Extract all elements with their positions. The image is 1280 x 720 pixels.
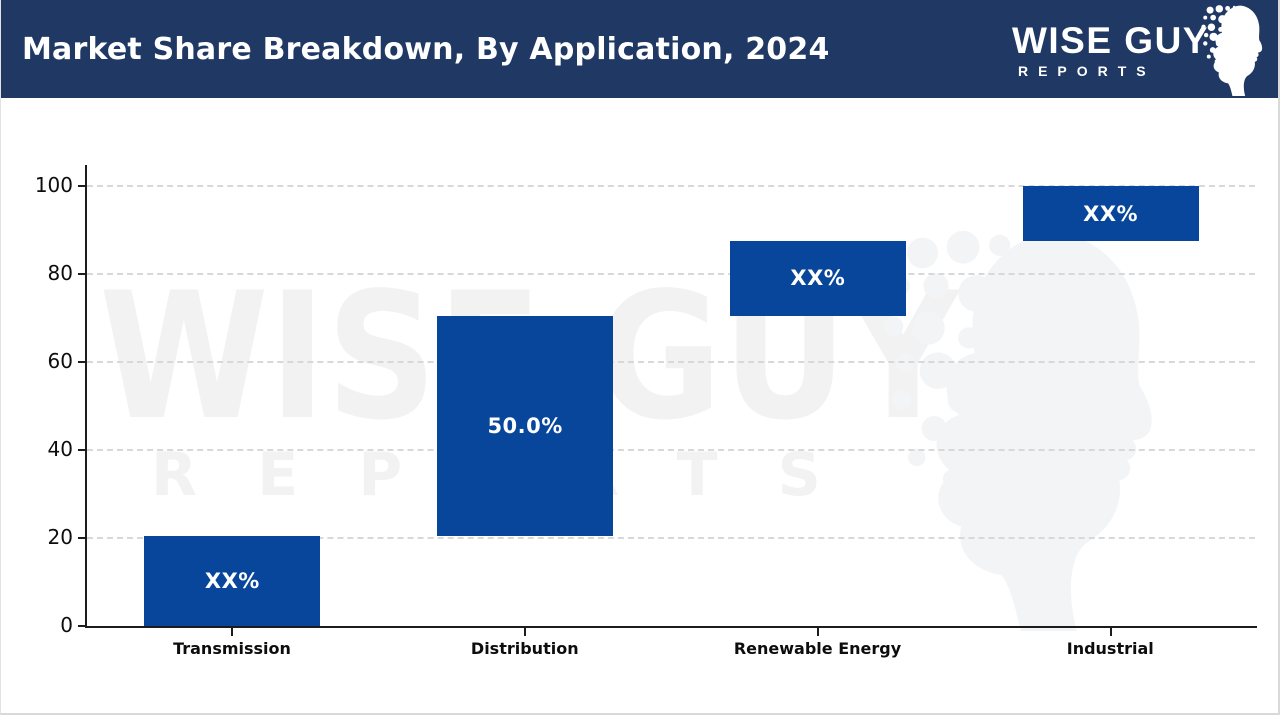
brand-logo: WISE GUY REPORTS	[1012, 4, 1271, 96]
bar-value-label: 50.0%	[487, 413, 563, 438]
x-axis-label-renewable-energy: Renewable Energy	[733, 639, 902, 658]
y-tick-label-0: 0	[60, 613, 73, 637]
bar-value-label: XX%	[204, 568, 260, 593]
bar-industrial: XX%	[1022, 186, 1199, 241]
y-tick-label-60: 60	[47, 349, 73, 373]
page-title: Market Share Breakdown, By Application, …	[22, 31, 830, 67]
gridline-100	[87, 185, 1255, 187]
y-tick-label-80: 80	[47, 261, 73, 285]
gridline-40	[87, 449, 1255, 451]
bar-value-label: XX%	[790, 266, 846, 291]
brand-subname: REPORTS	[1017, 62, 1156, 79]
brand-head-icon	[1193, 4, 1271, 96]
watermark-head-icon	[873, 226, 1165, 631]
y-axis-line	[85, 165, 87, 628]
y-tick-20	[78, 537, 85, 539]
gridline-60	[87, 361, 1255, 363]
x-tick-0	[231, 628, 234, 636]
y-tick-label-20: 20	[47, 525, 73, 549]
brand-name: WISE GUY	[1011, 19, 1209, 61]
x-tick-3	[1109, 628, 1112, 636]
bar-transmission: XX%	[144, 535, 321, 626]
gridline-20	[87, 537, 1255, 539]
y-tick-label-100: 100	[34, 173, 73, 197]
x-tick-2	[816, 628, 819, 636]
bar-value-label: XX%	[1083, 201, 1139, 226]
bar-distribution: 50.0%	[437, 315, 614, 536]
x-axis-label-transmission: Transmission	[173, 639, 291, 658]
header-bar: Market Share Breakdown, By Application, …	[1, 0, 1278, 98]
brand-logo-text: WISE GUY REPORTS	[1012, 22, 1209, 79]
y-tick-0	[78, 625, 85, 627]
gridline-80	[87, 273, 1255, 275]
chart-plot-area: WISE GUY REPORTS 020406080100Transmissio…	[1, 98, 1278, 713]
x-axis-label-industrial: Industrial	[1066, 639, 1154, 658]
x-tick-1	[524, 628, 527, 636]
x-axis-line	[85, 626, 1257, 628]
bar-renewable-energy: XX%	[729, 241, 906, 316]
y-tick-80	[78, 273, 85, 275]
y-tick-40	[78, 449, 85, 451]
y-tick-label-40: 40	[47, 437, 73, 461]
x-axis-label-distribution: Distribution	[470, 639, 579, 658]
y-tick-100	[78, 185, 85, 187]
y-tick-60	[78, 361, 85, 363]
